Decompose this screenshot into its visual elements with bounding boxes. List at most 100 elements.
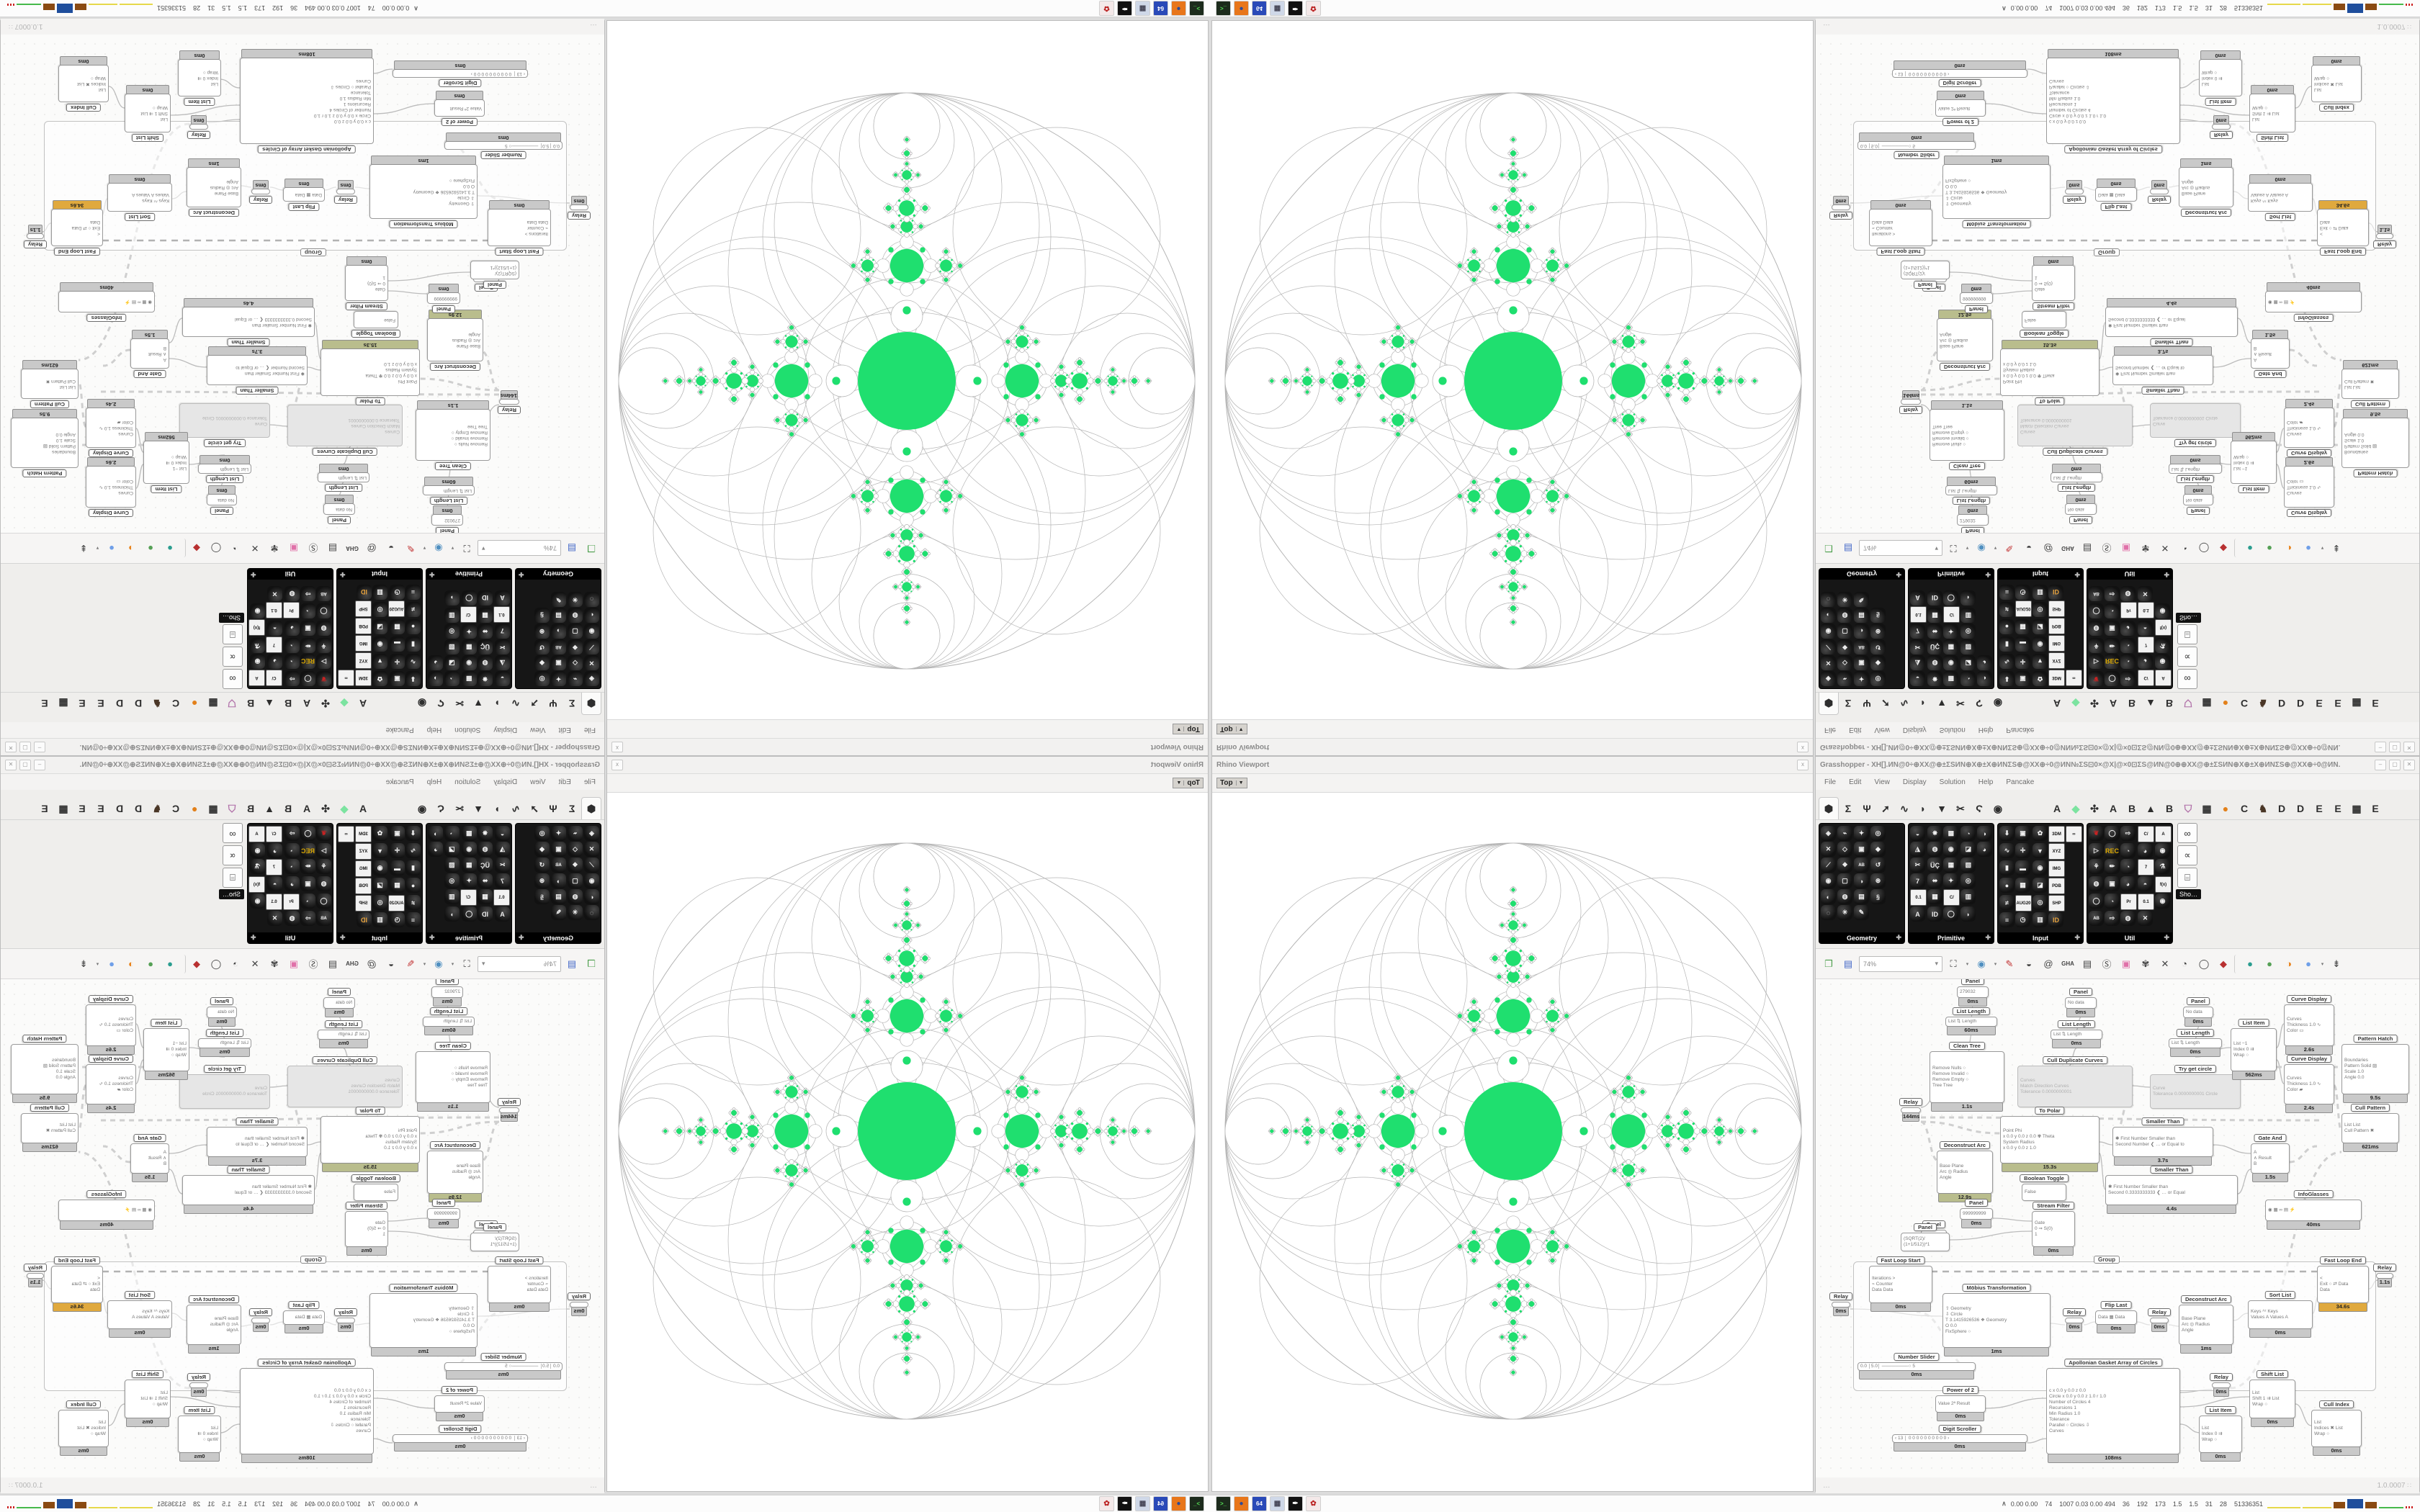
gh-node[interactable]: Panel (SQRT(2)/(1+1/512))*1 (1901, 1223, 1950, 1251)
component-icon[interactable]: ▣ (2015, 826, 2030, 841)
tab-surface[interactable]: ◗ (493, 803, 501, 814)
tab-sets[interactable]: Ψ (549, 803, 557, 814)
chevron-down-icon[interactable]: ▾ (2321, 545, 2324, 551)
gh-node-body[interactable]: Boundaries Pattern Solid ▨ Scale 1.0 Angle … (2341, 418, 2409, 468)
component-icon[interactable]: ◌ (1821, 905, 1836, 920)
gh-node[interactable]: Smaller Than ✱ First Number Smaller than S… (2105, 298, 2238, 346)
component-icon[interactable]: ✿ (372, 671, 387, 686)
tab-mesh[interactable]: ▼ (1937, 803, 1947, 814)
toolbar-icon-7[interactable]: ✎ (2005, 543, 2014, 554)
component-icon[interactable]: ✦ (461, 624, 477, 639)
chevron-down-icon[interactable]: ▾ (2321, 961, 2324, 967)
tab-plugin-13[interactable]: D (2296, 698, 2305, 709)
component-icon[interactable]: ◍ (284, 586, 300, 601)
tab-plugin-6[interactable]: B (246, 803, 255, 814)
gh-node-body[interactable]: (SQRT(2)/(1+1/512))*1 (470, 1233, 519, 1251)
gh-node[interactable]: Relay 144ms (497, 1098, 521, 1122)
component-icon[interactable]: ⌁ (568, 671, 583, 686)
component-icon[interactable]: ◪ (372, 619, 387, 634)
gh-node[interactable]: InfoGlasses ◉ ▦ ∞ ▤ ⚡ 40ms (58, 1190, 155, 1230)
expand-icon[interactable]: ✚ (340, 571, 346, 578)
firefox-icon[interactable]: ● (1171, 1, 1186, 16)
extra-tool-icon-0[interactable]: ∞ (2177, 823, 2197, 843)
gh-node-body[interactable]: ‹ 13 │ 0 0 0 0 0 0 0 0 0 0 › (1892, 69, 2027, 78)
component-icon[interactable]: ❦ (2089, 826, 2104, 841)
component-icon[interactable] (339, 654, 354, 669)
tab-vector[interactable]: ➚ (1881, 802, 1890, 814)
calculator-icon[interactable]: ▦ (1135, 1496, 1150, 1511)
component-icon[interactable]: ▼ (372, 843, 387, 858)
component-icon[interactable]: ⚘ (316, 859, 331, 874)
gh-node[interactable]: Try get circle Curve Tolerance 0.000000000… (179, 403, 270, 447)
gh-node[interactable]: Fast Loop End < Exit ○ ⇄ Data Data 34.6s (51, 1256, 103, 1312)
tab-surface[interactable]: ◗ (1919, 698, 1927, 709)
close-button[interactable]: ✕ (5, 760, 17, 770)
gh-node-body[interactable]: Boundaries Pattern Solid ▨ Scale 1.0 Angle … (2341, 1044, 2409, 1094)
gh-node[interactable]: Curve Display Curves Thickness 1.0 ∿ Color … (86, 457, 136, 517)
component-icon[interactable]: ▤ (551, 889, 566, 904)
gh-titlebar[interactable]: Grasshopper - XH[].ИN@0÷⊕XX@⊕±ΣSИN⊕X⊕±X⊕… (1816, 738, 2419, 755)
component-icon[interactable]: ◉ (1821, 624, 1836, 639)
tab-plugin-13[interactable]: D (115, 698, 124, 709)
component-icon[interactable] (1887, 873, 1902, 888)
gh-node[interactable]: Fast Loop Start Iterations > ⌁ Counter Data… (1869, 200, 1932, 256)
menu-item-display[interactable]: Display (1902, 726, 1927, 734)
gh-node[interactable]: List Item List −1 Index 0 ⇉ Wrap ○ 562ms (143, 432, 189, 493)
component-icon[interactable]: ◔ (1960, 826, 1976, 841)
component-icon[interactable]: ◷ (2015, 912, 2030, 927)
component-icon[interactable]: ● (405, 878, 421, 893)
component-icon[interactable]: ◕ (1976, 655, 1992, 670)
gh-node-body[interactable]: Keys ᴬᶻ Keys Values A Values A (107, 1300, 172, 1329)
menu-item-edit[interactable]: Edit (1849, 726, 1862, 734)
gh-node-body[interactable]: Curves Thickness 1.0 ∿ Color ▭ (2284, 466, 2334, 508)
gh-node[interactable]: Smaller Than ✱ First Number Smaller than S… (207, 346, 308, 395)
gh-node[interactable]: Curve Display Curves Thickness 1.0 ∿ Color … (86, 1055, 136, 1113)
gh-node-body[interactable]: False (2022, 311, 2066, 328)
component-icon[interactable] (428, 590, 443, 606)
component-icon[interactable]: 3DM (355, 826, 372, 842)
palette-label[interactable]: Util ✚ (248, 569, 333, 580)
gh-node-body[interactable]: No data (323, 503, 355, 515)
toolbar-icon-17[interactable]: ◯ (210, 958, 222, 969)
gh-node[interactable]: Clean Tree Remove Nulls ○ Remove Invalid ○… (1930, 400, 2004, 470)
menu-item-solution[interactable]: Solution (454, 726, 481, 734)
component-icon[interactable]: ∞ (2066, 826, 2082, 842)
gh-node-body[interactable]: List List Cull Pattern ✖ (2341, 369, 2399, 399)
gh-node-body[interactable]: False (354, 1184, 398, 1201)
component-icon[interactable]: ▣ (300, 621, 315, 636)
component-icon[interactable]: ◔ (284, 859, 300, 874)
component-icon[interactable] (1977, 608, 1992, 623)
palette-label[interactable]: Input ✚ (1998, 569, 2083, 580)
gh-node[interactable]: Deconstruct Arc Base Plane Arc ◎ Radius Ang… (1937, 310, 1993, 371)
gh-node[interactable]: Digit Scroller ‹ 13 │ 0 0 0 0 0 0 0 0 0 0… (1892, 60, 2027, 87)
gh-node-body[interactable]: Keys ᴬᶻ Keys Values A Values A (2248, 1300, 2313, 1329)
settings-icon[interactable]: ✿ (1099, 1496, 1114, 1511)
component-icon[interactable] (2066, 619, 2081, 634)
component-icon[interactable]: ∿ (1999, 843, 2015, 858)
gh-node[interactable]: To Polar Point Phi x 0.0 y 0.0 z 0.0 ✾ The… (2000, 1107, 2099, 1172)
gh-node-body[interactable]: False (2022, 1184, 2066, 1201)
gh-node-body[interactable]: List Shift 1 ⇉ List Wrap ○ (125, 1380, 171, 1418)
component-icon[interactable]: ✳ (568, 905, 583, 920)
component-icon[interactable]: ▢ (568, 873, 583, 888)
component-icon[interactable]: ✛ (2015, 843, 2030, 858)
gh-node-body[interactable]: c x 0.0 y 0.0 z 0.0 Circle x 0.0 y 0.0 z … (2046, 1368, 2180, 1454)
component-icon[interactable]: ▢ (1837, 624, 1852, 639)
component-icon[interactable] (1887, 592, 1902, 607)
component-icon[interactable]: ▣ (390, 826, 405, 841)
tab-plugin-11[interactable]: ♞ (2258, 698, 2268, 710)
expand-icon[interactable]: ✚ (519, 934, 524, 941)
gh-node[interactable]: Panel 279032 0ms (431, 505, 463, 533)
gh-node-body[interactable]: 999999999 (427, 1208, 460, 1220)
paint-icon[interactable]: ✒ (1288, 1496, 1303, 1511)
gh-node-body[interactable]: List −1 Index 0 ⇉ Wrap ○ (143, 1028, 189, 1071)
gh-node-body[interactable]: 279032 (431, 986, 463, 998)
gh-node-body[interactable]: Remove Nulls ○ Remove Invalid ○ Remove Emp… (416, 1051, 490, 1103)
component-icon[interactable] (518, 826, 533, 841)
component-icon[interactable]: ◪ (2033, 619, 2048, 634)
gh-node-body[interactable]: List Index 0 ⇉ Wrap ○ (2199, 1416, 2242, 1453)
gh-node[interactable]: Panel 999999999 0ms (427, 1199, 460, 1228)
tab-plugin-4[interactable]: B (284, 698, 292, 709)
gh-node-body[interactable]: Boundaries Pattern Solid ▨ Scale 1.0 Angle … (11, 1044, 79, 1094)
component-icon[interactable]: ✂ (1910, 639, 1925, 654)
